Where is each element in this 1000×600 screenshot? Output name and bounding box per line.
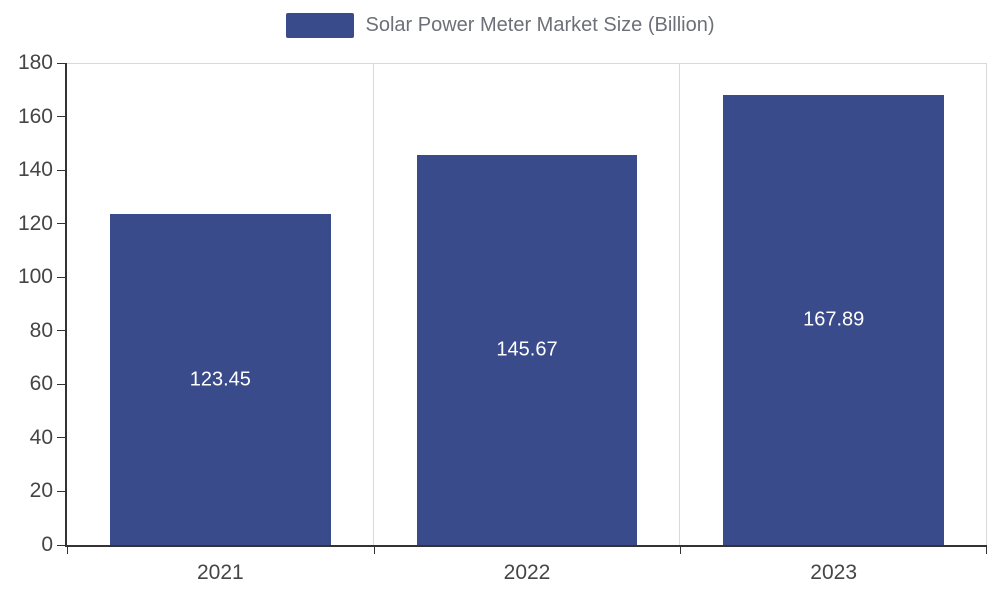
y-axis-tick <box>57 490 65 492</box>
y-axis-tick <box>57 116 65 118</box>
x-tick-label: 2021 <box>196 561 244 584</box>
legend[interactable]: Solar Power Meter Market Size (Billion) <box>0 13 1000 38</box>
bar-2023 <box>723 95 945 545</box>
gridline-horizontal <box>67 63 987 64</box>
y-axis-tick <box>57 62 65 64</box>
y-axis-tick <box>57 437 65 439</box>
y-tick-label: 140 <box>17 158 53 182</box>
y-tick-label: 120 <box>17 211 53 235</box>
y-tick-label: 80 <box>29 318 53 342</box>
y-tick-label: 0 <box>41 533 53 556</box>
gridline-vertical <box>986 63 987 545</box>
bar-value-label: 167.89 <box>803 308 865 331</box>
y-tick-label: 180 <box>17 51 53 74</box>
y-axis-tick <box>57 169 65 171</box>
x-axis-tick <box>373 547 375 554</box>
y-tick-label: 60 <box>29 372 53 396</box>
bar-value-label: 145.67 <box>496 338 558 361</box>
y-tick-label: 100 <box>17 265 53 289</box>
gridline-vertical <box>679 63 681 545</box>
x-axis-tick <box>67 547 68 554</box>
y-tick-label: 160 <box>17 104 53 128</box>
y-tick-label: 20 <box>29 479 53 503</box>
x-axis-tick <box>680 547 682 554</box>
bar-2022 <box>416 154 638 545</box>
y-axis-tick <box>57 383 65 385</box>
y-axis-tick <box>57 276 65 278</box>
y-axis-tick <box>57 223 65 225</box>
plot-area: 0 20 40 60 80 100 120 140 160 180 123.45 2021 145.67… <box>18 51 987 584</box>
y-axis-tick <box>57 544 65 546</box>
y-axis-tick <box>57 330 65 332</box>
y-tick-label: 40 <box>29 425 53 449</box>
bar-value-label: 123.45 <box>189 368 251 391</box>
gridline-vertical <box>372 63 374 545</box>
x-tick-label: 2022 <box>503 561 551 584</box>
legend-label: Solar Power Meter Market Size (Billion) <box>365 14 715 36</box>
x-axis-tick <box>986 547 987 554</box>
legend-swatch <box>285 13 354 38</box>
bar-2021 <box>109 214 331 545</box>
x-tick-label: 2023 <box>810 561 858 584</box>
